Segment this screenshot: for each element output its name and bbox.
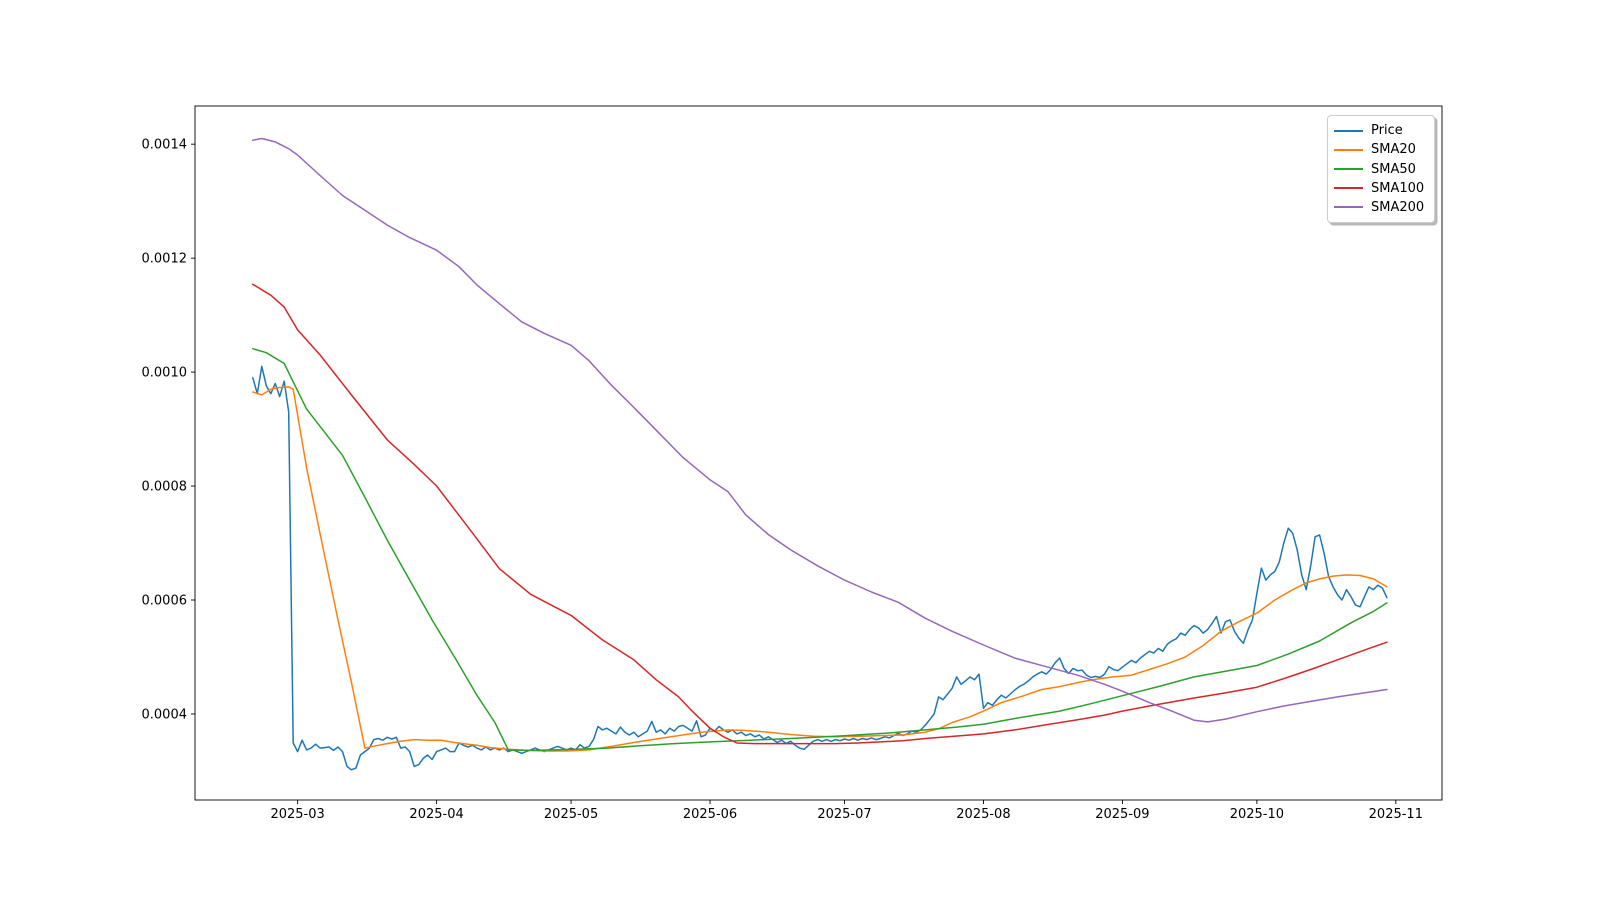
legend-swatch-sma200 bbox=[1334, 206, 1363, 209]
x-tick-label: 2025-03 bbox=[270, 807, 324, 822]
y-tick-label: 0.0012 bbox=[142, 252, 188, 267]
plot-frame bbox=[194, 105, 1443, 801]
y-tick-label: 0.0004 bbox=[142, 707, 188, 722]
series-line-sma100 bbox=[252, 283, 1388, 745]
x-tick-label: 2025-11 bbox=[1369, 807, 1423, 822]
series-line-sma20 bbox=[252, 386, 1388, 752]
y-tick-label: 0.0010 bbox=[142, 366, 188, 381]
y-tick-label: 0.0008 bbox=[142, 480, 188, 495]
x-tick-label: 2025-08 bbox=[956, 807, 1010, 822]
x-tick-label: 2025-04 bbox=[409, 807, 463, 822]
series-line-price bbox=[252, 365, 1388, 771]
legend-item-sma50: SMA50 bbox=[1334, 159, 1426, 178]
series-line-sma50 bbox=[252, 347, 1388, 752]
legend-swatch-sma20 bbox=[1334, 148, 1363, 151]
y-tick-label: 0.0006 bbox=[142, 594, 188, 609]
legend-item-price: Price bbox=[1334, 121, 1426, 140]
legend-item-sma100: SMA100 bbox=[1334, 179, 1426, 198]
x-tick-label: 2025-07 bbox=[817, 807, 871, 822]
legend-item-sma200: SMA200 bbox=[1334, 198, 1426, 217]
legend-swatch-sma50 bbox=[1334, 168, 1363, 170]
x-tick-label: 2025-09 bbox=[1095, 807, 1149, 822]
legend-label: SMA200 bbox=[1371, 199, 1425, 215]
series-line-sma200 bbox=[252, 137, 1388, 723]
legend-swatch-price bbox=[1334, 129, 1363, 132]
x-tick-label: 2025-10 bbox=[1230, 807, 1284, 822]
legend-item-sma20: SMA20 bbox=[1334, 140, 1426, 159]
legend-label: SMA100 bbox=[1371, 180, 1425, 196]
legend-label: Price bbox=[1371, 123, 1403, 139]
y-tick-label: 0.0014 bbox=[142, 138, 188, 153]
legend-swatch-sma100 bbox=[1334, 187, 1363, 190]
x-tick-label: 2025-05 bbox=[544, 807, 598, 822]
legend-label: SMA50 bbox=[1371, 161, 1416, 177]
legend: Price SMA20 SMA50 SMA100 SMA200 bbox=[1327, 115, 1435, 223]
legend-label: SMA20 bbox=[1371, 142, 1416, 158]
x-tick-label: 2025-06 bbox=[683, 807, 737, 822]
